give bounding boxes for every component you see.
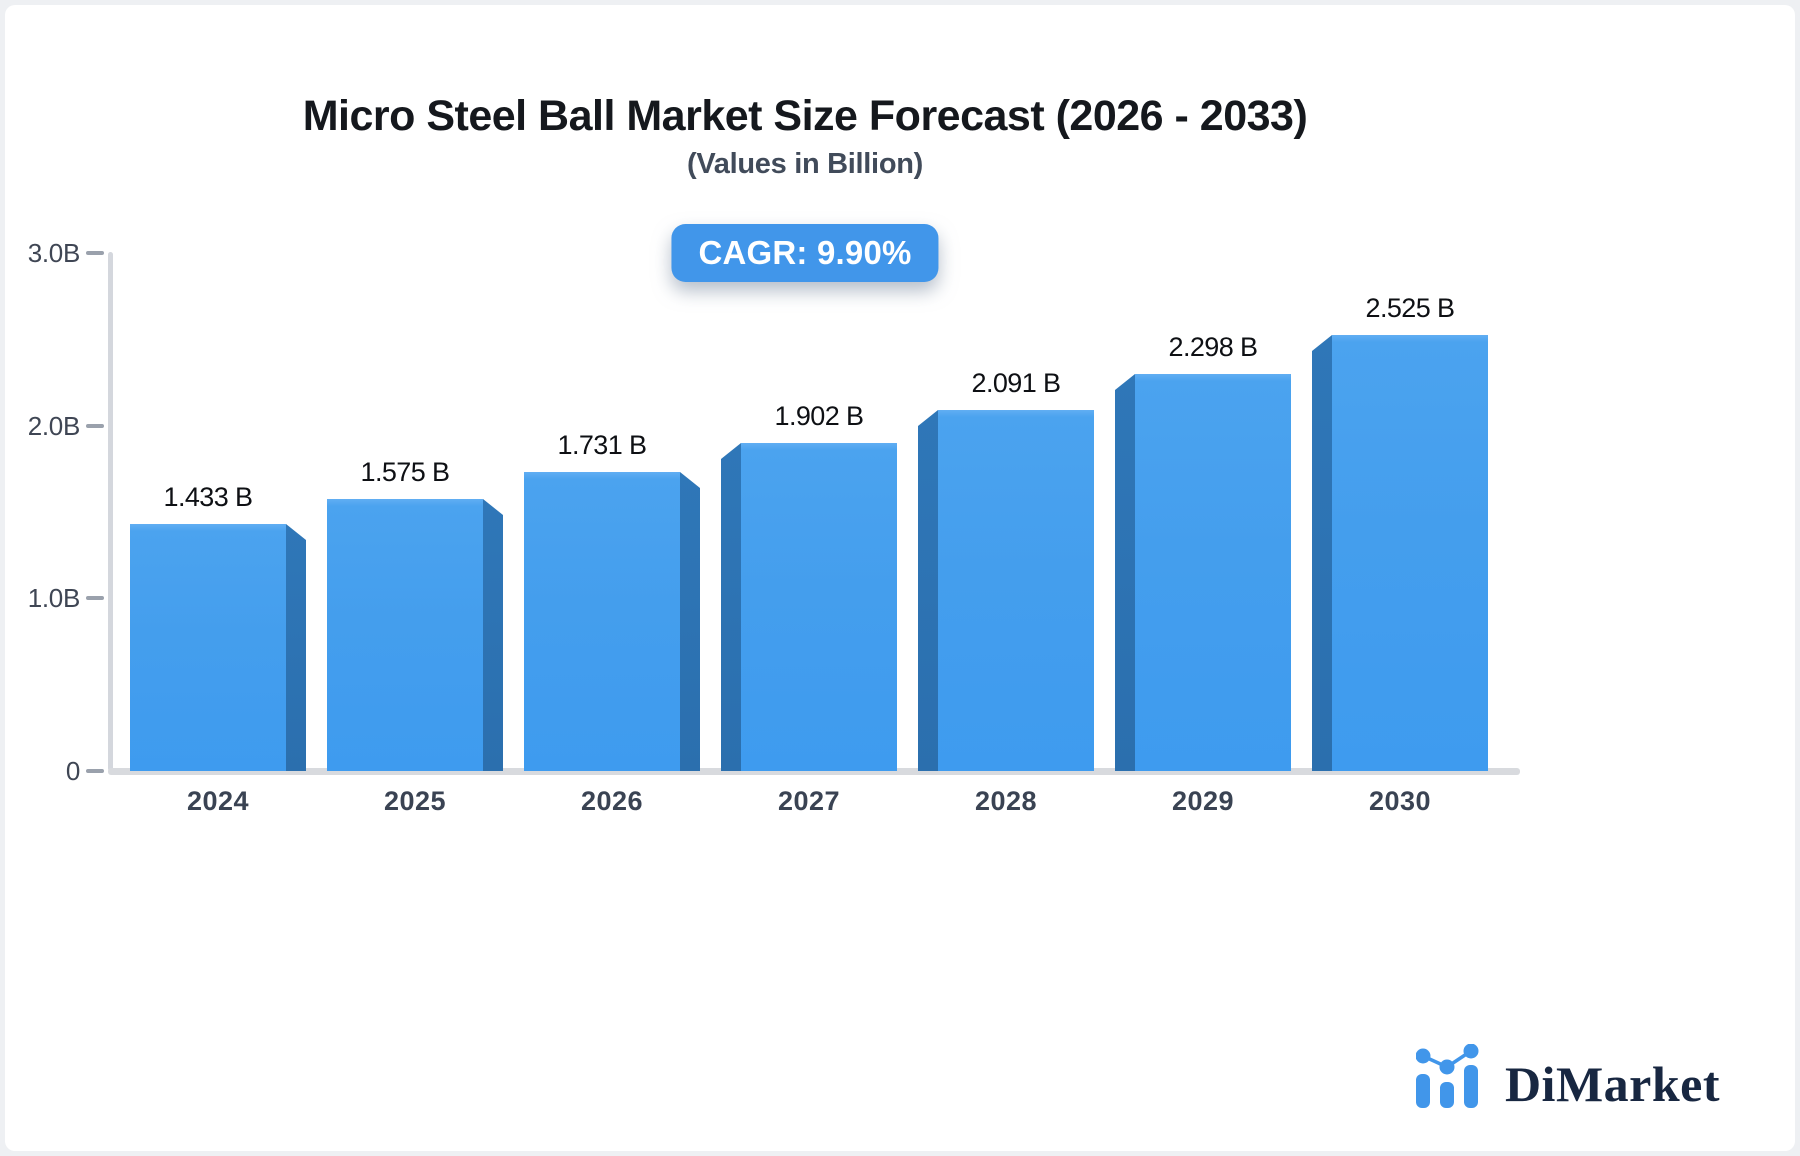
bar-2029 [1115, 374, 1291, 771]
bar-side-face [483, 499, 503, 771]
y-tick-dash [86, 596, 104, 601]
cagr-badge: CAGR: 9.90% [671, 224, 939, 282]
bar-side-face [721, 443, 741, 771]
x-tick-label: 2025 [383, 786, 447, 816]
y-tick-label: 3.0B [27, 237, 81, 268]
bar-value-label: 2.091 B [971, 368, 1061, 398]
bar-front-face [1332, 335, 1488, 771]
bar-side-face [680, 472, 700, 771]
bar-side-face [1312, 335, 1332, 771]
y-tick-dash [86, 423, 104, 428]
y-tick-label: 1.0B [27, 583, 81, 614]
chart-subtitle: (Values in Billion) [687, 148, 923, 180]
chart-title: Micro Steel Ball Market Size Forecast (2… [302, 92, 1308, 140]
logo: DiMarket [1415, 1044, 1720, 1112]
x-axis-baseline [108, 768, 1520, 775]
bar-front-face [1135, 374, 1291, 771]
y-tick-label: 0 [65, 756, 80, 786]
bar-2025 [327, 499, 503, 771]
y-tick-label: 2.0B [27, 410, 81, 441]
y-axis [108, 252, 113, 771]
x-tick-label: 2028 [974, 786, 1038, 816]
bar-front-face [327, 499, 483, 771]
y-tick-dash [86, 769, 104, 773]
bar-value-label: 1.731 B [557, 430, 647, 460]
y-tick-dash [86, 250, 104, 255]
logo-text: DiMarket [1504, 1055, 1720, 1112]
bar-2026 [524, 472, 700, 771]
bar-value-label: 1.575 B [360, 457, 450, 487]
bar-side-face [918, 410, 938, 771]
bar-value-label: 2.525 B [1365, 293, 1455, 323]
bar-2028 [918, 410, 1094, 771]
bar-2030 [1312, 335, 1488, 771]
x-tick-label: 2030 [1368, 786, 1432, 816]
bar-value-label: 1.433 B [163, 482, 253, 512]
bar-value-label: 2.298 B [1168, 332, 1258, 362]
bar-front-face [741, 443, 897, 771]
x-tick-label: 2024 [186, 786, 250, 816]
bar-front-face [130, 524, 286, 771]
bar-front-face [938, 410, 1094, 771]
bar-2024 [130, 524, 306, 771]
bar-2027 [721, 443, 897, 771]
x-tick-label: 2026 [580, 786, 644, 816]
bar-value-label: 1.902 B [774, 401, 864, 431]
x-tick-label: 2027 [777, 786, 841, 816]
bar-side-face [286, 524, 306, 771]
bar-front-face [524, 472, 680, 771]
x-tick-label: 2029 [1171, 786, 1235, 816]
bar-side-face [1115, 374, 1135, 771]
bar-chart-logo-icon [1415, 1044, 1479, 1108]
